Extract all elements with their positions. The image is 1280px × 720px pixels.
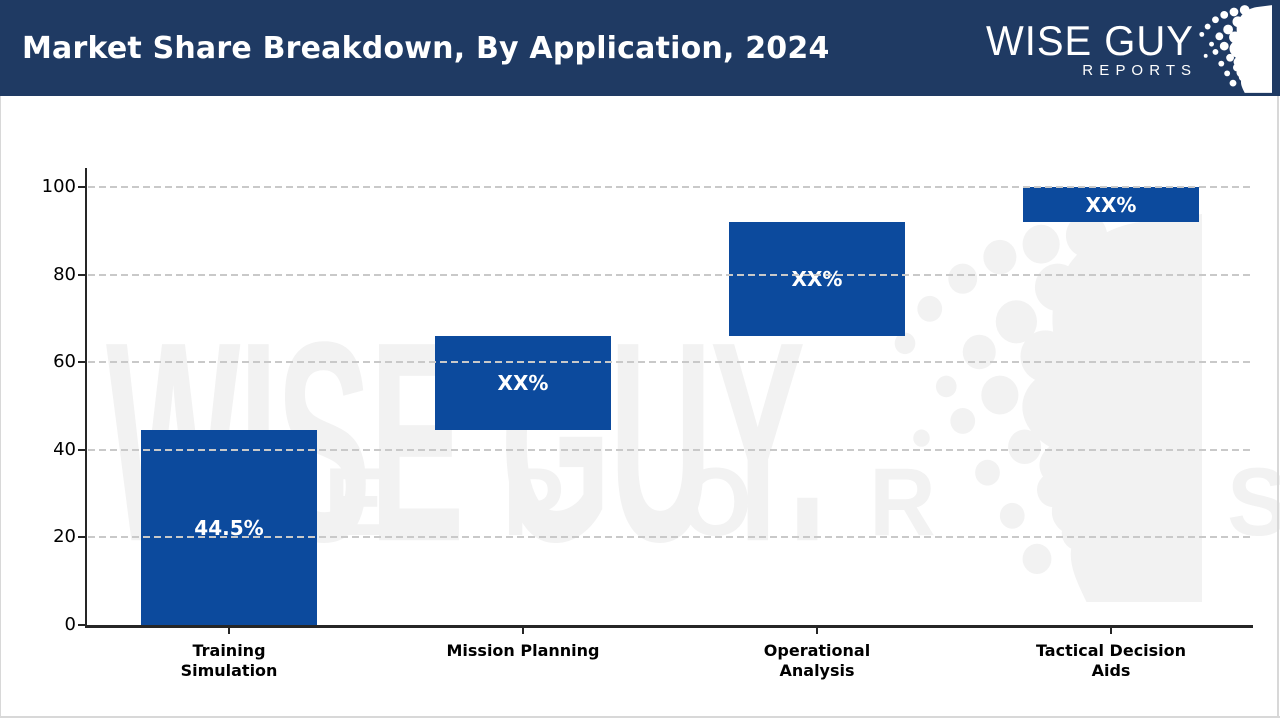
y-tick-label: 40 bbox=[53, 438, 76, 460]
x-category-label: Mission Planning bbox=[446, 641, 600, 660]
bar-value-label: XX% bbox=[497, 370, 549, 395]
brand-name: WISE GUY bbox=[985, 18, 1194, 65]
bar-value-label: XX% bbox=[791, 266, 843, 291]
left-border bbox=[0, 96, 1, 716]
y-tick-mark bbox=[78, 361, 86, 364]
bar-segment: 44.5% bbox=[141, 430, 317, 625]
y-tick-mark bbox=[78, 448, 86, 451]
brand-logo: WISE GUY R E P O R T S bbox=[986, 0, 1272, 96]
x-tick-mark bbox=[228, 628, 230, 634]
bottom-border bbox=[0, 716, 1280, 718]
gridline bbox=[88, 186, 1253, 188]
y-tick-mark bbox=[78, 186, 86, 188]
x-tick-mark bbox=[1110, 628, 1112, 634]
x-tick-mark bbox=[816, 628, 818, 634]
y-tick-mark bbox=[78, 624, 86, 626]
chart-area: WISE GUY. R E P O R T S 0 20 40 60 80 100 44.5… bbox=[0, 96, 1280, 720]
right-border bbox=[1277, 96, 1279, 716]
bar-segment: XX% bbox=[435, 335, 611, 431]
gridline bbox=[88, 536, 1253, 539]
bar-segment: XX% bbox=[729, 222, 905, 336]
x-category-label: Tactical Decision Aids bbox=[1035, 641, 1187, 680]
y-tick-label: 60 bbox=[53, 351, 76, 373]
bar-value-label: XX% bbox=[1085, 192, 1137, 217]
brand-subtitle: R E P O R T S bbox=[1082, 62, 1192, 79]
x-tick-mark bbox=[522, 628, 524, 634]
y-tick-label: 80 bbox=[53, 263, 76, 285]
y-tick-mark bbox=[78, 536, 86, 539]
bar-segment: XX% bbox=[1023, 187, 1199, 223]
gridline bbox=[88, 273, 1253, 276]
page-title: Market Share Breakdown, By Application, … bbox=[22, 30, 830, 66]
x-category-label: Operational Analysis bbox=[763, 641, 871, 680]
y-axis-line bbox=[85, 168, 87, 628]
gridline bbox=[88, 361, 1253, 364]
gridline bbox=[88, 448, 1253, 451]
x-category-label: Training Simulation bbox=[180, 641, 278, 680]
wiseguy-face-icon bbox=[1199, 5, 1272, 93]
y-tick-label: 0 bbox=[64, 614, 76, 635]
header-bar: Market Share Breakdown, By Application, … bbox=[0, 0, 1280, 96]
y-tick-mark bbox=[78, 273, 86, 276]
bar-value-label: 44.5% bbox=[194, 515, 264, 540]
y-tick-label: 100 bbox=[41, 176, 76, 197]
watermark-face-icon bbox=[894, 214, 1202, 602]
y-tick-label: 20 bbox=[53, 526, 76, 548]
x-axis-line bbox=[85, 625, 1253, 628]
